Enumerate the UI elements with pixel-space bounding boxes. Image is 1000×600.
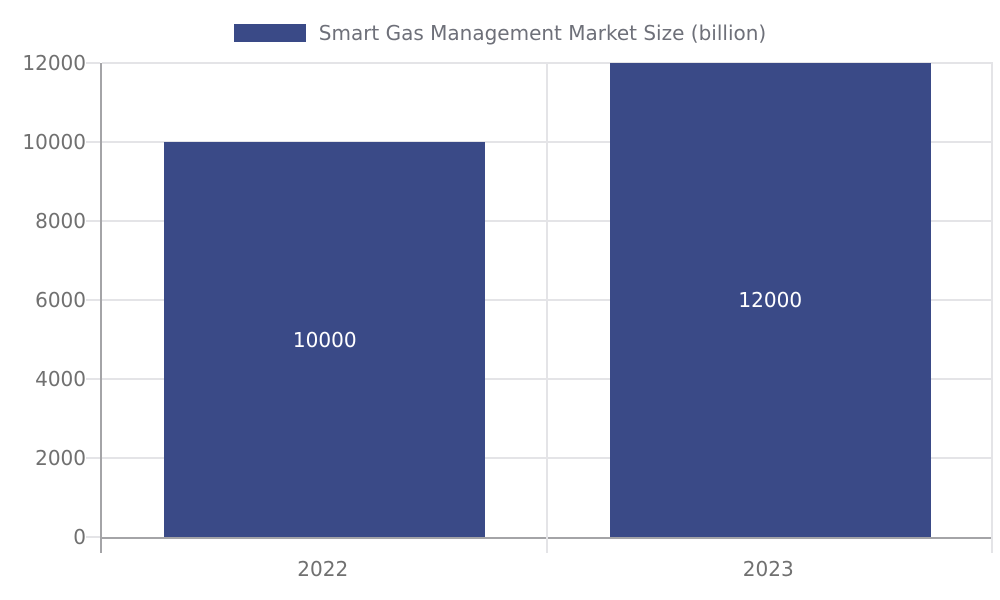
y-axis-tick [86,457,100,459]
y-gridline [102,220,993,222]
y-axis-tick [86,299,100,301]
y-axis-label: 2000 [35,446,86,470]
y-axis-label: 8000 [35,209,86,233]
y-gridline [102,62,993,64]
bar-value-label: 10000 [292,327,357,352]
bar-2023[interactable]: 12000 [609,63,931,537]
y-axis-label: 0 [73,525,86,549]
y-gridline [102,141,993,143]
legend-label: Smart Gas Management Market Size (billio… [318,21,767,45]
y-axis-label: 4000 [35,367,86,391]
y-axis-tick [86,220,100,222]
legend-swatch [233,24,306,42]
y-gridline [102,457,993,459]
x-axis-label: 2023 [742,557,794,581]
x-axis-label: 2022 [297,557,349,581]
y-axis-label: 10000 [22,130,86,154]
y-gridline [102,378,993,380]
y-axis-label: 12000 [22,51,86,75]
y-axis-tick [86,378,100,380]
y-axis-tick [86,62,100,64]
y-axis-label: 6000 [35,288,86,312]
x-gridline [991,63,993,537]
x-axis-tick [991,537,993,553]
x-gridline [545,63,548,537]
bar-value-label: 12000 [738,288,803,312]
y-axis-tick [86,141,100,143]
y-axis-tick [86,536,100,538]
plot-area: 10000 12000 [86,62,993,553]
x-axis-tick [545,537,548,553]
y-gridline [102,299,993,301]
x-axis-tick [100,537,102,553]
bar-2022[interactable]: 10000 [164,142,486,537]
legend-item[interactable]: Smart Gas Management Market Size (billio… [0,19,1000,47]
